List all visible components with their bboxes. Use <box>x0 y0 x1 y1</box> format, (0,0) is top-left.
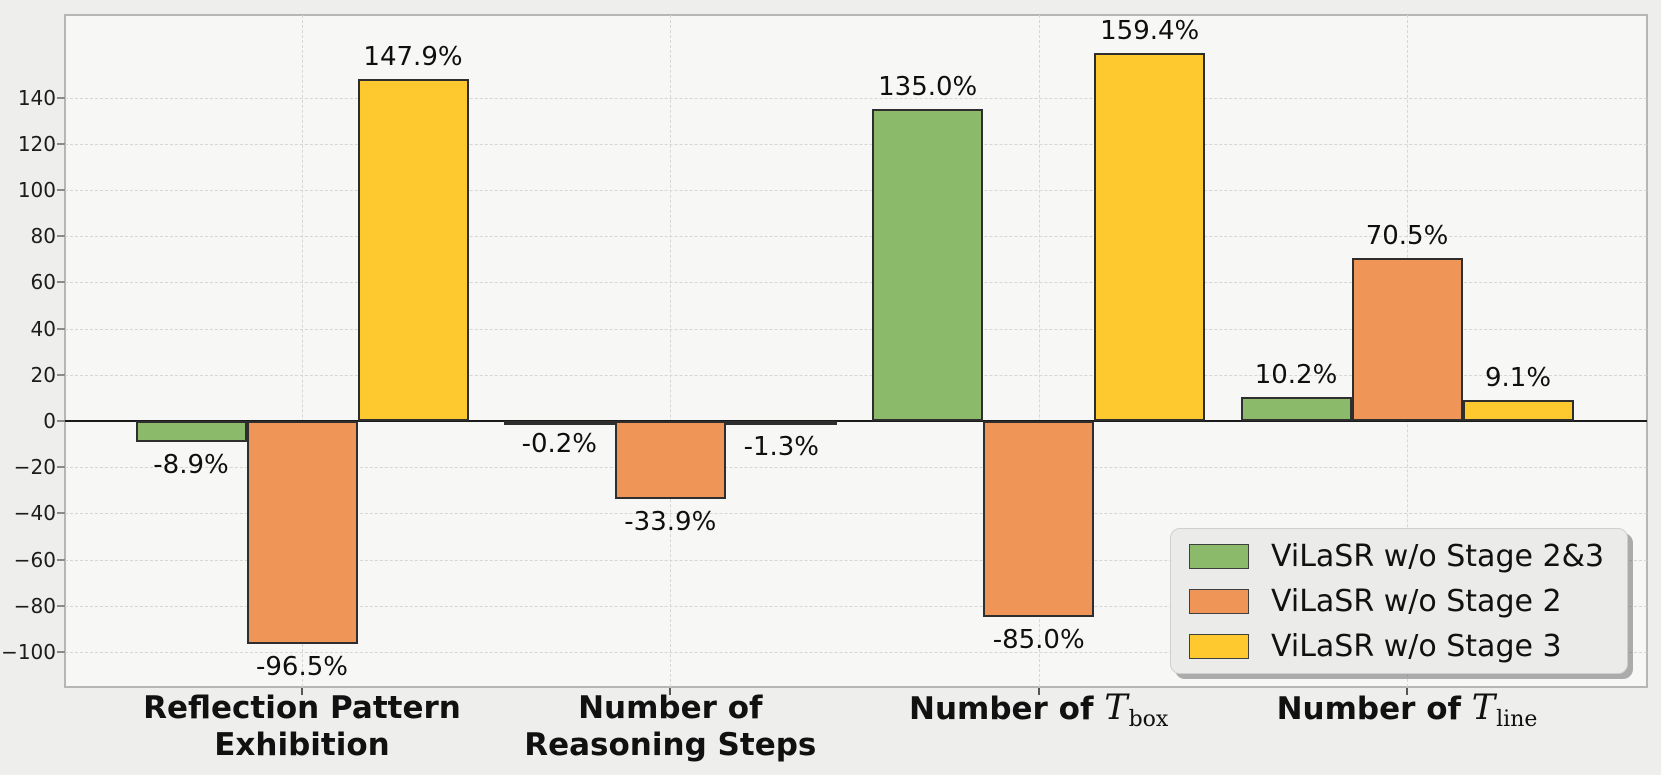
x-category-label: Number of Tline <box>1276 688 1538 733</box>
bar-0-1 <box>503 421 615 425</box>
gridline-horizontal <box>65 190 1647 192</box>
legend: ViLaSR w/o Stage 2&3 ViLaSR w/o Stage 2 Vi… <box>1170 528 1628 674</box>
y-tick-mark <box>57 373 65 376</box>
x-tick-mark <box>1037 688 1040 695</box>
y-tick-label: −80 <box>13 593 56 618</box>
legend-label: ViLaSR w/o Stage 2&3 <box>1271 539 1605 574</box>
y-tick-label: 100 <box>17 178 56 203</box>
y-tick-mark <box>57 142 65 145</box>
value-label: 147.9% <box>363 42 463 73</box>
x-tick-mark <box>301 688 303 695</box>
y-tick-label: 40 <box>30 316 56 341</box>
gridline-horizontal <box>65 97 1647 99</box>
zero-axis-line <box>65 419 1647 423</box>
y-tick-label: 120 <box>17 131 56 156</box>
x-label-line2: Reasoning Steps <box>524 727 817 763</box>
value-label: 9.1% <box>1484 362 1552 393</box>
y-tick-label: 140 <box>17 85 56 110</box>
y-tick-mark <box>57 558 65 561</box>
math-script-T-symbol: T <box>1471 688 1496 728</box>
y-tick-mark <box>57 466 65 469</box>
value-label: 135.0% <box>878 72 978 103</box>
value-label: -0.2% <box>521 429 598 460</box>
math-subscript: box <box>1128 707 1169 732</box>
bar-1-0 <box>246 421 358 644</box>
legend-item: ViLaSR w/o Stage 2&3 <box>1171 534 1627 579</box>
y-tick-mark <box>57 189 65 192</box>
y-tick-label: −60 <box>13 547 56 572</box>
bar-2-2 <box>1094 52 1206 421</box>
bar-1-2 <box>983 421 1095 618</box>
legend-label: ViLaSR w/o Stage 2 <box>1271 584 1562 619</box>
gridline-vertical <box>302 15 303 687</box>
y-tick-mark <box>57 420 65 422</box>
math-subscript: line <box>1496 707 1538 732</box>
value-label: 159.4% <box>1100 15 1200 46</box>
x-label-line2: Exhibition <box>214 727 390 763</box>
y-tick-label: 0 <box>43 409 56 433</box>
legend-item: ViLaSR w/o Stage 2 <box>1171 579 1627 624</box>
y-tick-label: 80 <box>30 224 56 249</box>
legend-item: ViLaSR w/o Stage 3 <box>1171 624 1627 669</box>
legend-swatch <box>1189 544 1249 569</box>
y-tick-label: −40 <box>13 501 56 526</box>
value-label: -33.9% <box>624 507 717 538</box>
y-tick-label: −20 <box>13 455 56 480</box>
gridline-horizontal <box>65 236 1647 238</box>
gridline-horizontal <box>65 651 1647 653</box>
y-tick-mark <box>57 650 65 653</box>
x-tick-mark <box>1406 688 1408 695</box>
value-label: -8.9% <box>153 449 229 480</box>
x-label-line1: Number of <box>578 690 763 726</box>
bar-0-0 <box>135 421 247 442</box>
x-tick-mark <box>669 688 672 695</box>
gridline-horizontal <box>65 559 1647 561</box>
legend-swatch <box>1189 634 1249 659</box>
y-tick-label: −100 <box>1 639 56 664</box>
bar-2-0 <box>357 79 469 421</box>
bar-1-3 <box>1351 258 1463 421</box>
y-tick-mark <box>57 604 65 607</box>
value-label: 70.5% <box>1365 221 1449 252</box>
gridline-horizontal <box>65 513 1647 515</box>
gridline-horizontal <box>65 374 1647 376</box>
y-tick-mark <box>57 235 65 238</box>
x-label-line1: Reflection Pattern <box>143 690 461 726</box>
x-label-line1: Number of <box>909 691 1094 727</box>
x-category-label: Number of Reasoning Steps <box>524 690 816 764</box>
gridline-horizontal <box>65 143 1647 145</box>
x-category-label: Reflection Pattern Exhibition <box>143 690 461 764</box>
math-script-T-symbol: T <box>1104 688 1128 728</box>
gridline-vertical <box>1038 15 1040 687</box>
x-category-label: Number of Tbox <box>909 688 1169 733</box>
bar-1-1 <box>614 421 726 500</box>
value-label: 10.2% <box>1254 360 1338 391</box>
legend-swatch <box>1189 589 1249 614</box>
gridline-horizontal <box>65 282 1647 284</box>
gridline-horizontal <box>65 605 1647 607</box>
bar-0-2 <box>872 109 984 421</box>
y-tick-label: 60 <box>30 270 56 295</box>
value-label: -96.5% <box>256 651 348 682</box>
bar-2-3 <box>1462 399 1574 421</box>
legend-label: ViLaSR w/o Stage 3 <box>1271 629 1562 664</box>
value-label: -1.3% <box>743 432 820 462</box>
y-tick-mark <box>57 327 65 330</box>
x-label-line1: Number of <box>1276 691 1461 727</box>
value-label: -85.0% <box>992 625 1085 656</box>
gridline-horizontal <box>65 328 1647 330</box>
y-tick-label: 20 <box>30 362 56 387</box>
y-tick-mark <box>57 281 65 284</box>
gridline-vertical <box>670 15 672 687</box>
bar-0-3 <box>1240 397 1352 421</box>
bar-2-1 <box>725 421 837 425</box>
y-tick-mark <box>57 96 65 99</box>
gridline-horizontal <box>65 467 1647 469</box>
y-tick-mark <box>57 512 65 515</box>
